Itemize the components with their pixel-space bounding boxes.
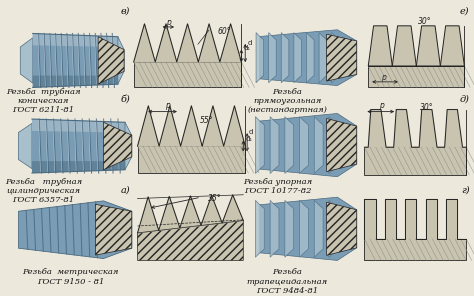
Polygon shape — [365, 147, 466, 175]
Polygon shape — [281, 33, 289, 83]
Text: 55°: 55° — [200, 116, 214, 125]
Polygon shape — [270, 117, 279, 173]
Polygon shape — [270, 200, 279, 257]
Polygon shape — [260, 30, 357, 86]
Text: 30°: 30° — [420, 103, 434, 112]
Text: р: р — [379, 101, 384, 110]
Polygon shape — [18, 123, 32, 169]
Text: d₁: d₁ — [245, 136, 252, 142]
Polygon shape — [332, 33, 339, 83]
Polygon shape — [260, 113, 357, 177]
Polygon shape — [327, 118, 357, 172]
Text: б): б) — [120, 95, 130, 104]
Polygon shape — [32, 161, 125, 173]
Polygon shape — [137, 221, 243, 260]
Polygon shape — [255, 200, 264, 257]
Text: е): е) — [460, 7, 469, 16]
Polygon shape — [137, 106, 245, 146]
Polygon shape — [365, 239, 466, 260]
Polygon shape — [368, 26, 392, 66]
Polygon shape — [137, 195, 243, 233]
Polygon shape — [294, 33, 301, 83]
Text: Резьба
трапецеидальная
ГОСТ 9484-81: Резьба трапецеидальная ГОСТ 9484-81 — [246, 268, 328, 295]
Text: Резьба   трубная
цилиндрическая
ГОСТ 6357-81: Резьба трубная цилиндрическая ГОСТ 6357-… — [5, 178, 82, 204]
Polygon shape — [125, 122, 132, 170]
Text: Резьба  метрическая
ГОСТ 9150 - 81: Резьба метрическая ГОСТ 9150 - 81 — [23, 268, 119, 286]
Polygon shape — [365, 110, 466, 147]
Text: р: р — [166, 18, 171, 27]
Text: d: d — [249, 129, 254, 135]
Text: d₁: d₁ — [243, 45, 250, 51]
Polygon shape — [300, 200, 309, 257]
Polygon shape — [103, 122, 132, 170]
Polygon shape — [95, 204, 132, 255]
Polygon shape — [260, 197, 357, 260]
Polygon shape — [98, 37, 124, 84]
Text: г): г) — [461, 186, 469, 195]
Polygon shape — [314, 117, 323, 173]
Polygon shape — [269, 33, 276, 83]
Text: 30°: 30° — [418, 17, 432, 26]
Text: р: р — [165, 101, 170, 110]
Polygon shape — [319, 33, 327, 83]
Polygon shape — [33, 33, 118, 87]
Polygon shape — [329, 200, 338, 257]
Polygon shape — [392, 26, 416, 66]
Polygon shape — [32, 119, 125, 173]
Polygon shape — [137, 146, 245, 173]
Polygon shape — [440, 26, 465, 66]
Polygon shape — [365, 199, 466, 239]
Polygon shape — [285, 117, 294, 173]
Polygon shape — [134, 24, 241, 62]
Polygon shape — [33, 75, 118, 87]
Text: Резьба  трубная
коническая
ГОСТ 6211-81: Резьба трубная коническая ГОСТ 6211-81 — [6, 88, 81, 115]
Text: d: d — [247, 40, 252, 46]
Polygon shape — [134, 62, 241, 87]
Polygon shape — [416, 26, 440, 66]
Polygon shape — [255, 117, 264, 173]
Text: р: р — [381, 73, 386, 82]
Polygon shape — [329, 117, 338, 173]
Polygon shape — [18, 201, 132, 259]
Polygon shape — [307, 33, 314, 83]
Polygon shape — [20, 38, 33, 83]
Text: а): а) — [120, 186, 130, 195]
Polygon shape — [368, 66, 465, 87]
Polygon shape — [118, 37, 124, 84]
Text: в): в) — [120, 7, 130, 16]
Text: 35°: 35° — [208, 194, 221, 203]
Text: 60°: 60° — [218, 27, 231, 36]
Polygon shape — [314, 200, 323, 257]
Text: д): д) — [460, 95, 469, 104]
Polygon shape — [327, 202, 357, 255]
Text: Резьба
прямоугольная
(нестандартная): Резьба прямоугольная (нестандартная) — [247, 88, 327, 115]
Polygon shape — [33, 33, 118, 47]
Polygon shape — [300, 117, 309, 173]
Polygon shape — [32, 119, 125, 133]
Polygon shape — [285, 200, 294, 257]
Polygon shape — [327, 34, 357, 81]
Polygon shape — [256, 33, 264, 83]
Text: Резьба упорная
ГОСТ 10177-82: Резьба упорная ГОСТ 10177-82 — [244, 178, 313, 195]
